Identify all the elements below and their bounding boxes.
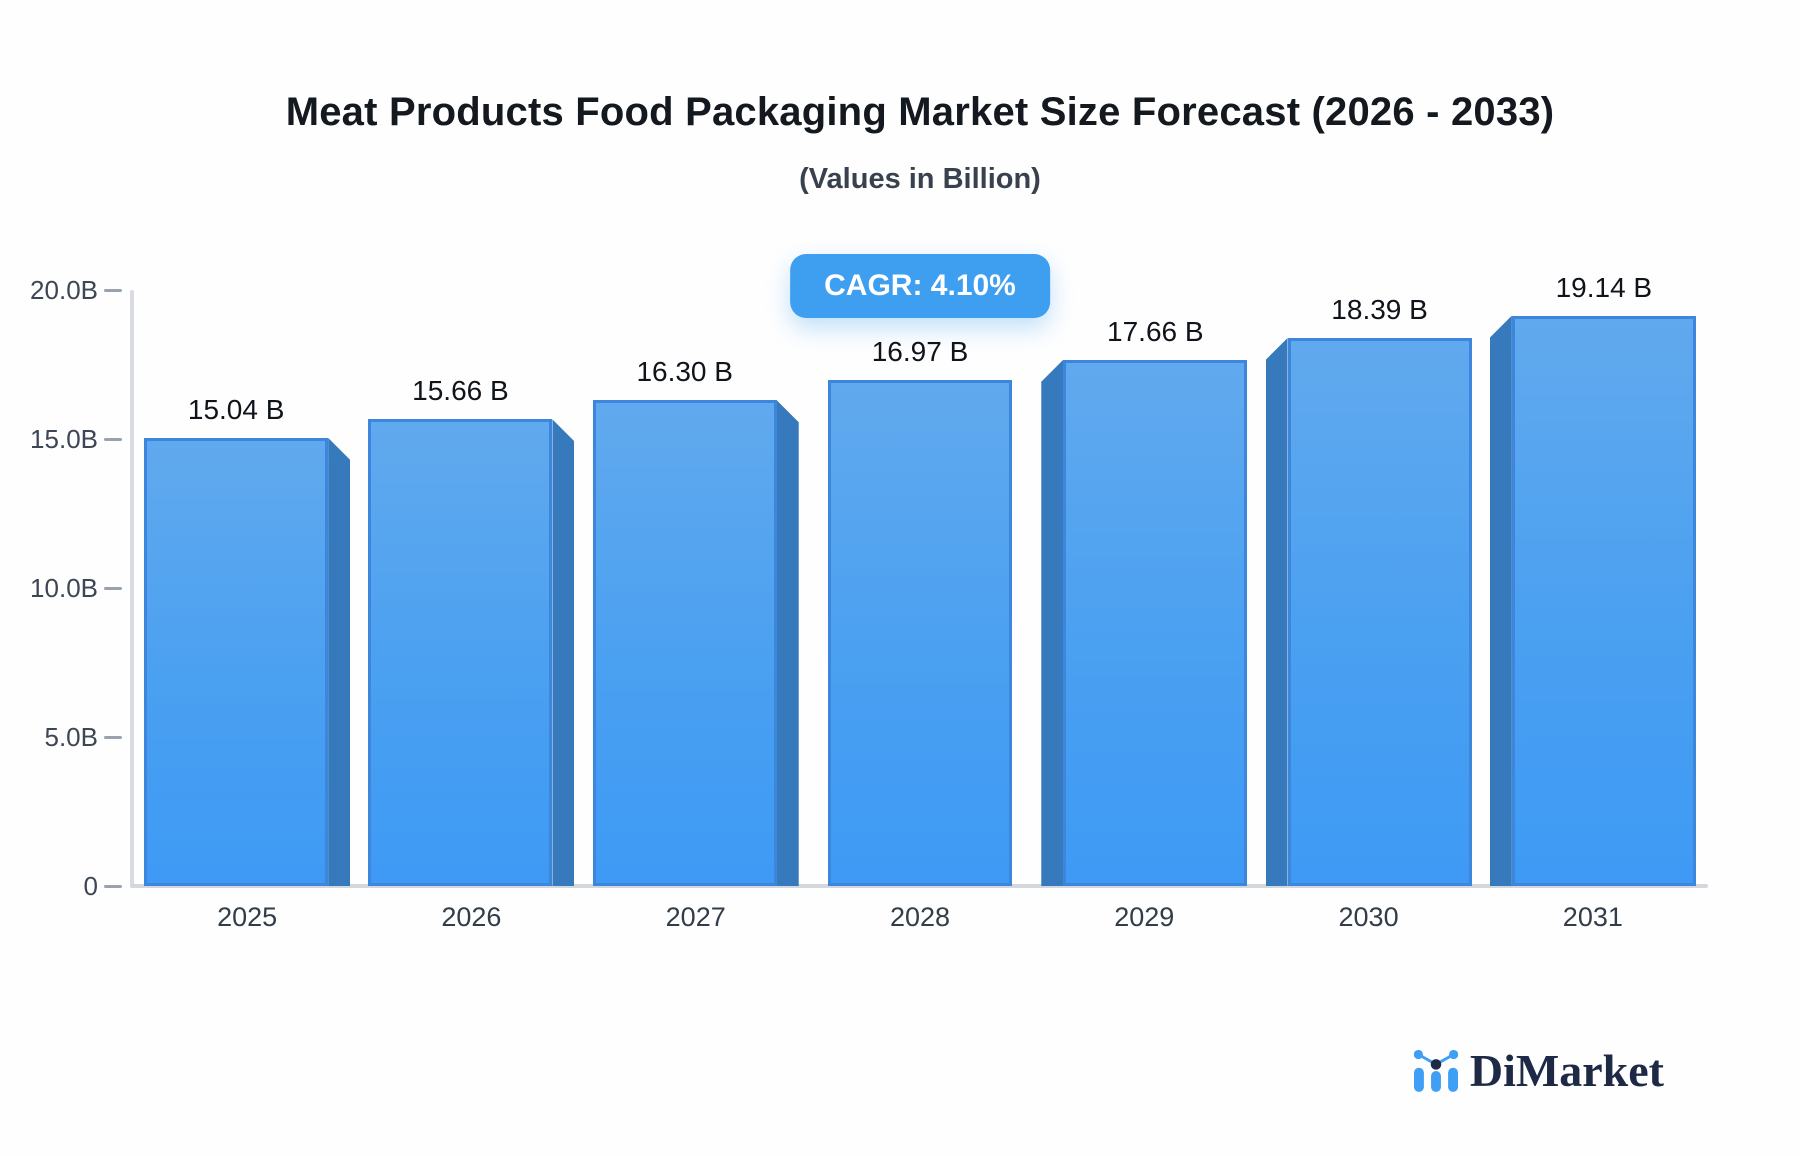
bar-value-label: 16.30 B: [636, 356, 733, 388]
bar-3d-side: [1489, 315, 1512, 886]
y-tick-mark: [104, 884, 122, 888]
y-axis-line: [130, 290, 134, 886]
chart-subtitle: (Values in Billion): [799, 163, 1041, 195]
cagr-badge: CAGR: 4.10%: [790, 254, 1050, 318]
brand-logo-text: DiMarket: [1469, 1045, 1664, 1096]
bar-value-label: 19.14 B: [1555, 271, 1653, 303]
bar-face: [592, 400, 777, 886]
x-axis-label-2027: 2027: [665, 902, 726, 932]
bar-2031[interactable]: [1489, 315, 1696, 886]
x-axis-baseline: [130, 884, 1708, 888]
bar-2025[interactable]: [144, 437, 351, 886]
bar-value-label: 18.39 B: [1331, 293, 1428, 325]
bar-face: [368, 419, 553, 886]
x-axis-label-2030: 2030: [1338, 902, 1399, 932]
bar-3d-side: [552, 419, 575, 886]
bar-value-label: 15.04 B: [187, 393, 285, 425]
x-axis-label-2025: 2025: [217, 902, 278, 932]
bar-3d-side: [1265, 337, 1288, 886]
bar-2027[interactable]: [592, 400, 799, 886]
bar-face: [144, 437, 329, 886]
y-tick-label: 5.0B: [44, 722, 99, 752]
bar-face: [1063, 359, 1248, 886]
bar-value-label: 17.66 B: [1107, 315, 1204, 347]
bar-value-label: 15.66 B: [412, 375, 509, 407]
page-title: Meat Products Food Packaging Market Size…: [285, 90, 1555, 134]
bar-2026[interactable]: [368, 419, 575, 886]
y-tick-label: 10.0B: [30, 573, 98, 603]
bar-face: [1287, 337, 1472, 886]
bar-3d-side: [328, 437, 351, 886]
y-tick-label: 0: [83, 871, 98, 901]
y-tick-label: 20.0B: [30, 275, 98, 305]
brand-logo: DiMarket: [1413, 1045, 1664, 1096]
bar-3d-side: [776, 400, 799, 886]
y-tick-mark: [104, 735, 122, 739]
bar-2029[interactable]: [1041, 359, 1248, 886]
bar-value-label: 16.97 B: [871, 336, 969, 368]
x-axis-label-2031: 2031: [1562, 902, 1623, 932]
bar-2030[interactable]: [1265, 337, 1472, 886]
chart-heading: Meat Products Food Packaging Market Size…: [135, 90, 1705, 196]
mini-bar-chart-with-dots-icon: [1413, 1049, 1458, 1092]
x-axis-label-2029: 2029: [1114, 902, 1175, 932]
bar-face: [828, 380, 1012, 886]
y-tick-mark: [104, 586, 122, 590]
y-tick-label: 15.0B: [30, 424, 98, 454]
bar-face: [1511, 315, 1696, 886]
y-tick-mark: [104, 437, 122, 441]
x-axis-label-2028: 2028: [889, 902, 951, 932]
bar-2028[interactable]: [828, 380, 1012, 886]
x-axis-label-2026: 2026: [441, 902, 502, 932]
y-tick-mark: [104, 288, 122, 292]
bar-3d-side: [1041, 359, 1064, 886]
